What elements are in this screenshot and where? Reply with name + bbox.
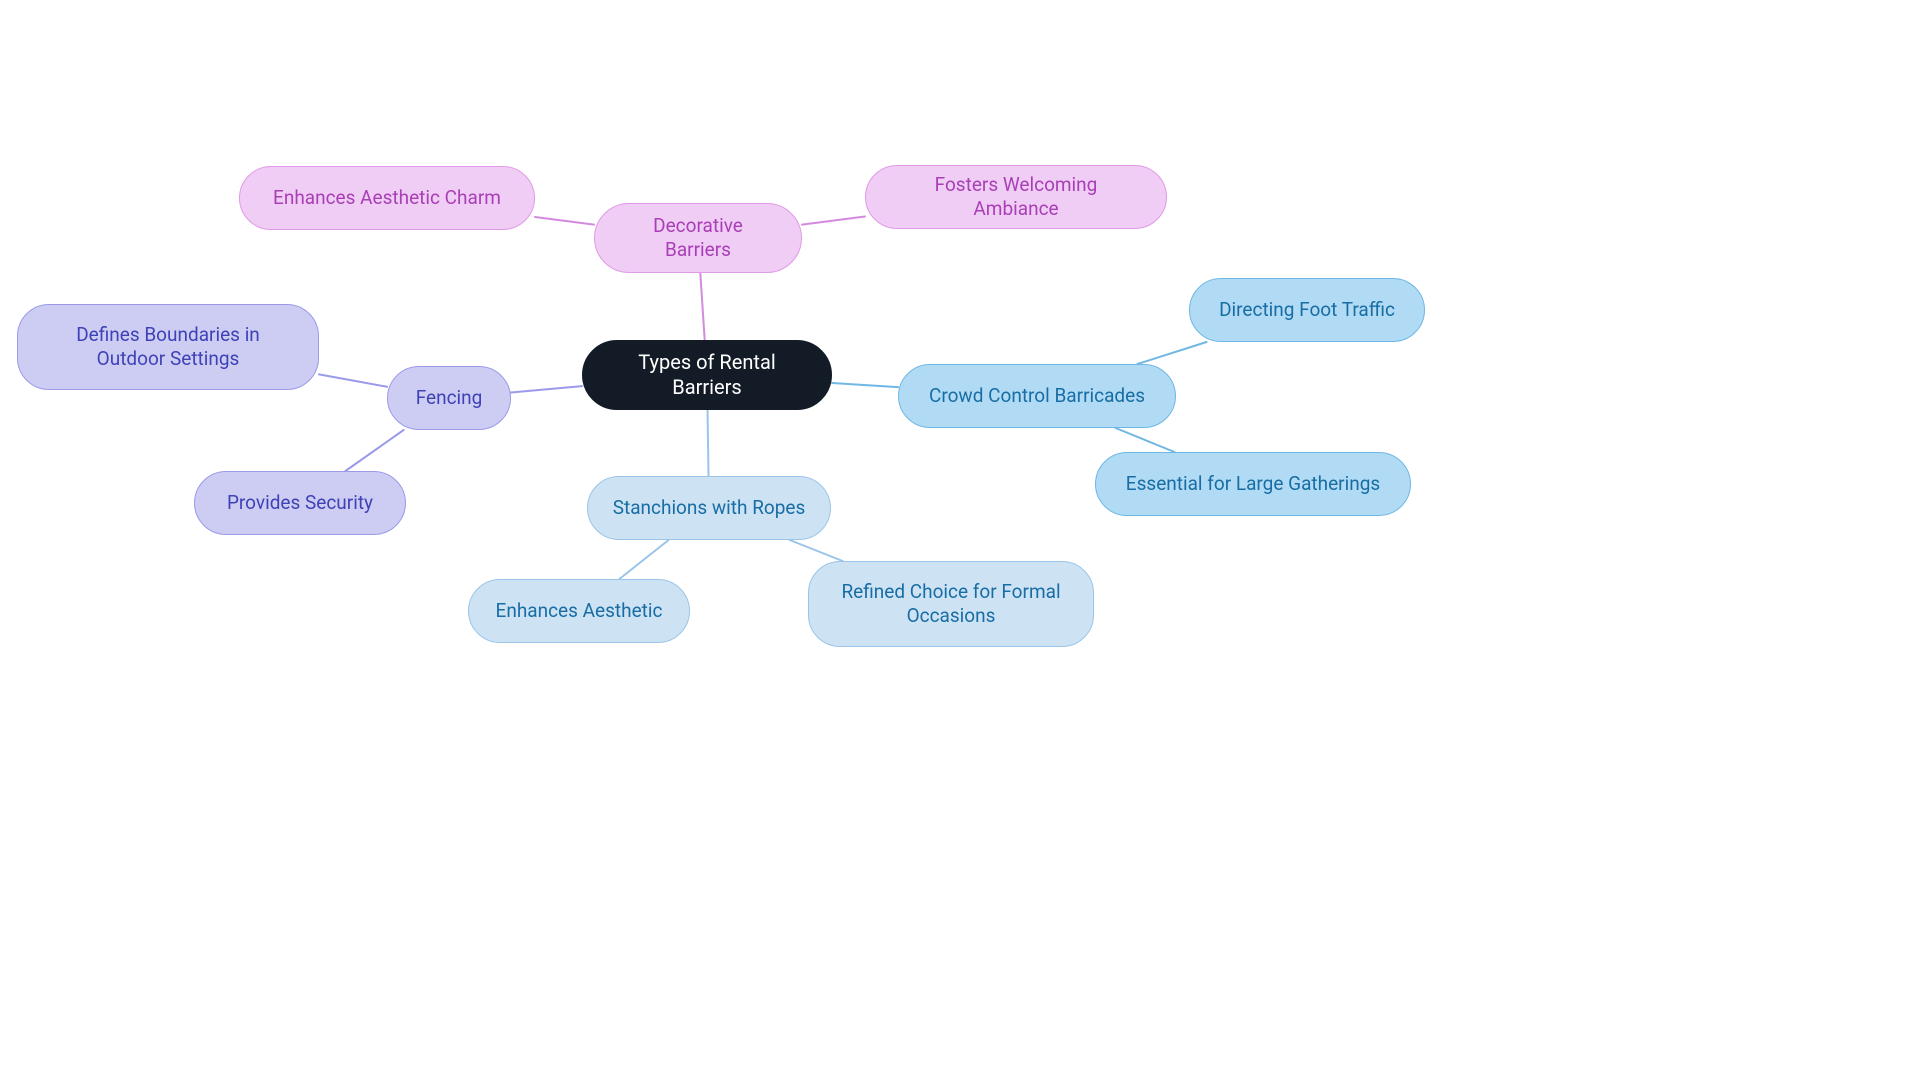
node-dec-ambiance: Fosters Welcoming Ambiance [865,165,1167,229]
node-crowd: Crowd Control Barricades [898,364,1176,428]
node-crowd-large: Essential for Large Gatherings [1095,452,1411,516]
edge-root-decorative [700,273,704,340]
edge-fencing-fenc-boundaries [319,374,387,386]
node-fenc-security: Provides Security [194,471,406,535]
edge-decorative-dec-ambiance [802,216,865,224]
node-crowd-traffic: Directing Foot Traffic [1189,278,1425,342]
node-decorative: Decorative Barriers [594,203,802,273]
node-stan-formal: Refined Choice for Formal Occasions [808,561,1094,647]
node-stan-aesthetic: Enhances Aesthetic [468,579,690,643]
node-root: Types of Rental Barriers [582,340,832,410]
edge-root-fencing [511,386,582,392]
edge-fencing-fenc-security [345,430,403,471]
node-dec-charm: Enhances Aesthetic Charm [239,166,535,230]
edge-stanchions-stan-formal [790,540,843,561]
edge-decorative-dec-charm [535,217,594,225]
edge-root-stanchions [708,410,709,476]
node-fenc-boundaries: Defines Boundaries in Outdoor Settings [17,304,319,390]
edge-root-crowd [832,383,898,387]
node-stanchions: Stanchions with Ropes [587,476,831,540]
diagram-edges [0,0,1920,1083]
node-fencing: Fencing [387,366,511,430]
edge-crowd-crowd-traffic [1137,342,1206,364]
edge-stanchions-stan-aesthetic [619,540,668,579]
edge-crowd-crowd-large [1116,428,1175,452]
